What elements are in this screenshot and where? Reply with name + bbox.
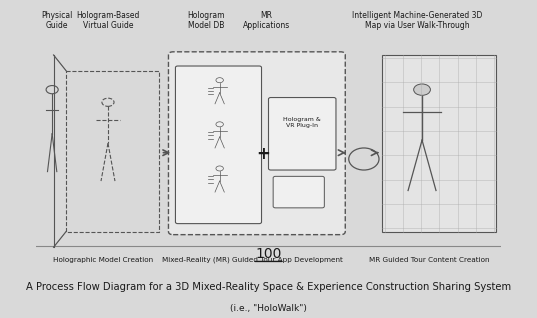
Text: Hologram &
VR Plug-In: Hologram & VR Plug-In: [283, 117, 321, 128]
Text: Intelligent Machine-Generated 3D
Map via User Walk-Through: Intelligent Machine-Generated 3D Map via…: [352, 11, 483, 30]
FancyBboxPatch shape: [169, 52, 345, 235]
Text: 100: 100: [255, 247, 282, 261]
Circle shape: [413, 84, 431, 95]
FancyBboxPatch shape: [382, 55, 497, 232]
Text: (i.e., "HoloWalk"): (i.e., "HoloWalk"): [230, 304, 307, 313]
Text: A Process Flow Diagram for a 3D Mixed-Reality Space & Experience Construction Sh: A Process Flow Diagram for a 3D Mixed-Re…: [26, 282, 511, 292]
Text: MR
Applications: MR Applications: [243, 11, 290, 30]
Text: +: +: [256, 145, 270, 163]
Text: Physical
Guide: Physical Guide: [41, 11, 72, 30]
Text: MR Guided Tour Content Creation: MR Guided Tour Content Creation: [369, 257, 489, 263]
Text: Mixed-Reality (MR) Guided Tour App Development: Mixed-Reality (MR) Guided Tour App Devel…: [162, 257, 343, 263]
Text: Holographic Model Creation: Holographic Model Creation: [53, 257, 154, 263]
Text: Hologram-Based
Virtual Guide: Hologram-Based Virtual Guide: [76, 11, 140, 30]
FancyBboxPatch shape: [273, 176, 324, 208]
Text: Hologram
Model DB: Hologram Model DB: [187, 11, 224, 30]
FancyBboxPatch shape: [268, 98, 336, 170]
FancyBboxPatch shape: [176, 66, 262, 224]
